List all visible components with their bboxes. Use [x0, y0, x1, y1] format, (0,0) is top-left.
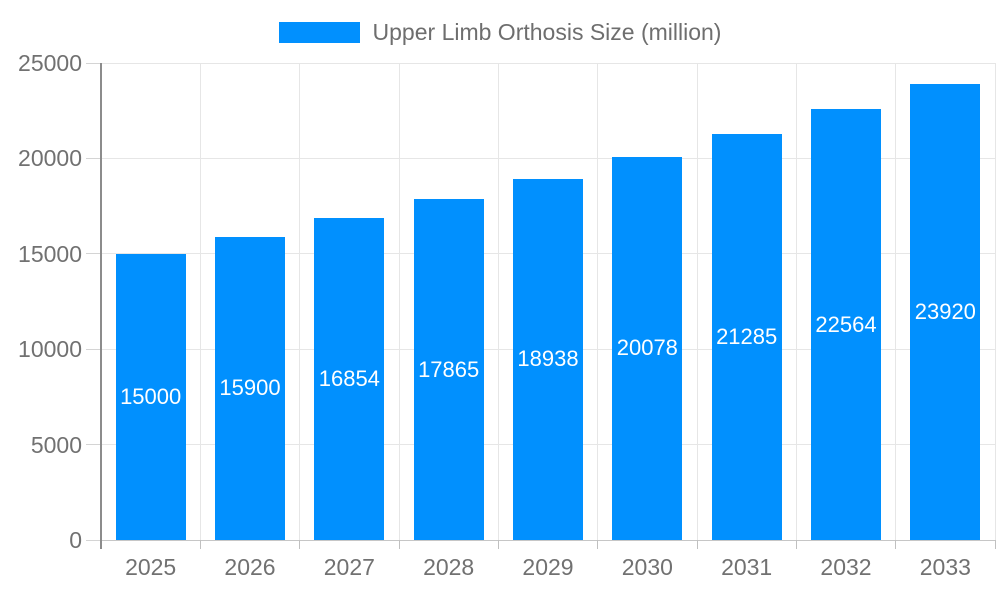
y-axis-label: 25000 — [18, 50, 82, 76]
legend-swatch — [278, 21, 360, 43]
x-axis-label: 2026 — [224, 554, 276, 580]
gridline-horizontal — [101, 539, 995, 541]
bar — [910, 83, 981, 540]
x-axis-tick — [497, 540, 499, 549]
bar-value-label: 15900 — [219, 375, 281, 401]
x-axis-tick — [795, 540, 797, 549]
bar-value-label: 15000 — [120, 383, 182, 409]
y-axis-label: 20000 — [18, 145, 82, 172]
bar-value-label: 18938 — [517, 346, 579, 372]
x-axis-label: 2032 — [820, 554, 872, 580]
y-axis-tick — [86, 253, 101, 255]
x-axis-tick — [895, 540, 897, 549]
bar — [513, 178, 583, 540]
gridline-vertical — [795, 63, 797, 540]
bar-value-label: 16854 — [318, 366, 380, 392]
x-axis-label: 2030 — [621, 554, 673, 580]
gridline-vertical — [994, 63, 996, 540]
bar-value-label: 21285 — [716, 323, 778, 349]
gridline-vertical — [199, 63, 201, 540]
x-axis-tick — [696, 540, 698, 549]
x-axis-label: 2028 — [423, 554, 475, 580]
x-axis-tick — [597, 540, 599, 549]
gridline-vertical — [299, 63, 301, 540]
legend-label: Upper Limb Orthosis Size (million) — [372, 19, 722, 45]
x-axis-label: 2029 — [522, 554, 574, 580]
x-axis-tick — [994, 540, 996, 549]
x-axis-label: 2027 — [323, 554, 375, 580]
bar — [215, 236, 285, 540]
x-axis-tick — [199, 540, 201, 549]
bar — [314, 218, 385, 540]
y-axis-label: 0 — [69, 527, 82, 553]
x-axis-tick — [299, 540, 301, 549]
gridline-horizontal — [101, 62, 995, 64]
y-axis-tick — [86, 348, 101, 350]
y-axis-label: 15000 — [18, 240, 82, 267]
y-axis-tick — [86, 62, 101, 64]
gridline-vertical — [696, 63, 698, 540]
bar — [811, 109, 881, 540]
gridline-vertical — [398, 63, 400, 540]
gridline-horizontal — [101, 157, 995, 159]
x-axis-label: 2033 — [919, 554, 971, 580]
y-axis-tick — [86, 539, 101, 541]
bar — [413, 199, 484, 540]
y-axis-label: 10000 — [18, 336, 82, 363]
gridline-vertical — [497, 63, 499, 540]
bar — [115, 253, 186, 540]
x-axis-tick — [398, 540, 400, 549]
gridline-vertical — [895, 63, 897, 540]
x-axis-label: 2031 — [721, 554, 773, 580]
x-axis-label: 2025 — [125, 554, 177, 580]
bar-value-label: 23920 — [914, 298, 976, 324]
y-axis-tick — [86, 157, 101, 159]
bar — [711, 133, 782, 540]
bar-value-label: 20078 — [616, 335, 678, 361]
bar-value-label: 17865 — [418, 356, 480, 382]
y-axis-line — [100, 63, 102, 549]
y-axis-tick — [86, 444, 101, 446]
bar — [612, 156, 683, 540]
y-axis-label: 5000 — [30, 431, 82, 458]
legend: Upper Limb Orthosis Size (million) — [0, 19, 1000, 45]
gridline-vertical — [597, 63, 599, 540]
bar-value-label: 22564 — [815, 311, 877, 337]
